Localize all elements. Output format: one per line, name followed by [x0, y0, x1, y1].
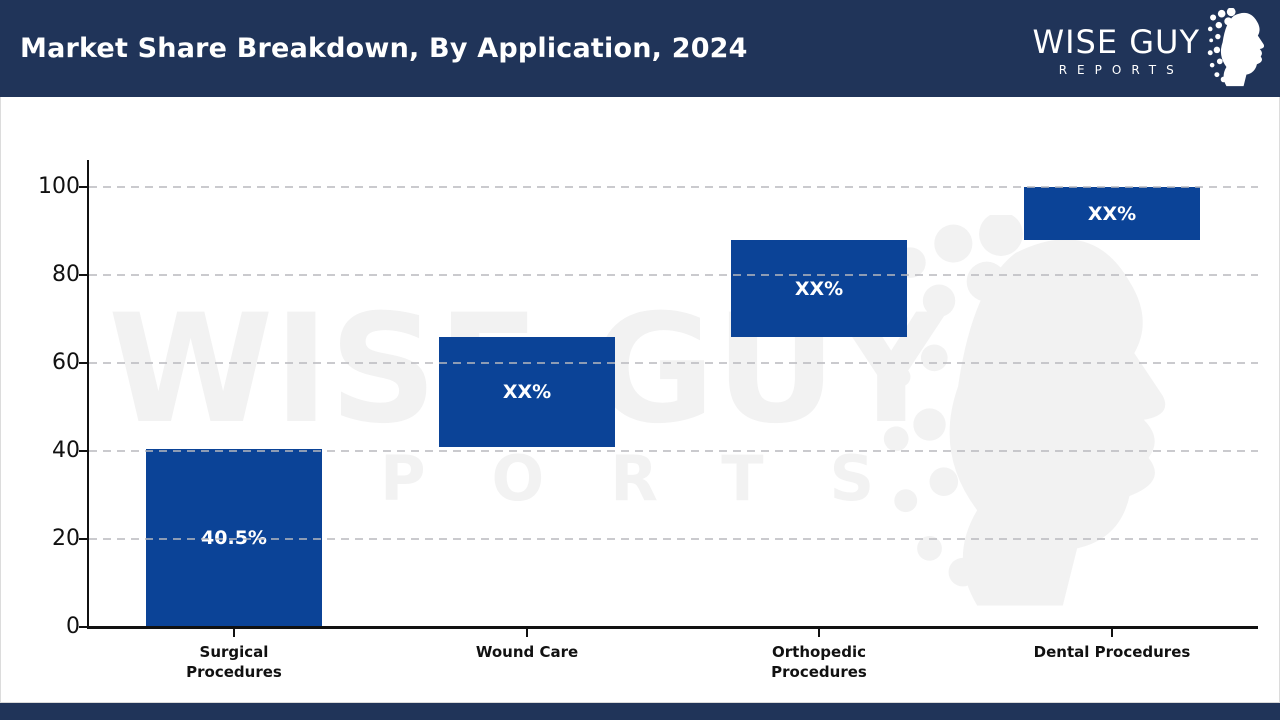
bar-value-label: XX% — [502, 381, 552, 403]
y-tick-label: 0 — [66, 614, 80, 639]
page-title: Market Share Breakdown, By Application, … — [20, 33, 748, 64]
y-tick-mark — [79, 626, 88, 628]
category-label: Wound Care — [475, 643, 579, 661]
x-tick-mark — [1111, 629, 1113, 637]
y-tick-label: 60 — [52, 350, 80, 375]
y-tick-mark — [79, 450, 88, 452]
y-tick-label: 100 — [38, 174, 80, 199]
y-tick-label: 80 — [52, 262, 80, 287]
category-label: Orthopedic Procedures — [771, 643, 867, 682]
y-tick-mark — [79, 274, 88, 276]
y-tick-mark — [79, 538, 88, 540]
category-label: Dental Procedures — [1033, 643, 1191, 661]
wise-guy-reports-logo: WISE GUY REPORTS — [1032, 7, 1266, 92]
y-axis-line — [87, 160, 89, 628]
footer-bar — [0, 703, 1280, 720]
category-label: Surgical Procedures — [186, 643, 282, 682]
logo-text: WISE GUY REPORTS — [1032, 23, 1200, 77]
gridline-y-40 — [89, 450, 1258, 452]
logo-subtitle: REPORTS — [1058, 63, 1184, 77]
x-tick-mark — [233, 629, 235, 637]
header-bar: Market Share Breakdown, By Application, … — [0, 0, 1280, 97]
logo-name: WISE GUY — [1032, 23, 1200, 61]
dotted-head-icon — [1204, 7, 1266, 92]
y-tick-mark — [79, 186, 88, 188]
y-tick-label: 20 — [52, 526, 80, 551]
bar-orthopedic-procedures: XX% — [731, 240, 907, 337]
y-tick-mark — [79, 362, 88, 364]
x-axis-line — [87, 626, 1258, 629]
x-tick-mark — [818, 629, 820, 637]
gridline-y-100 — [89, 186, 1258, 188]
gridline-y-60 — [89, 362, 1258, 364]
gridline-y-20 — [89, 538, 1258, 540]
gridline-y-80 — [89, 274, 1258, 276]
bar-dental-procedures: XX% — [1024, 187, 1200, 240]
bar-value-label: XX% — [794, 277, 844, 300]
x-tick-mark — [526, 629, 528, 637]
bar-wound-care: XX% — [439, 337, 615, 447]
y-tick-label: 40 — [52, 438, 80, 463]
bar-value-label: XX% — [1087, 202, 1137, 225]
